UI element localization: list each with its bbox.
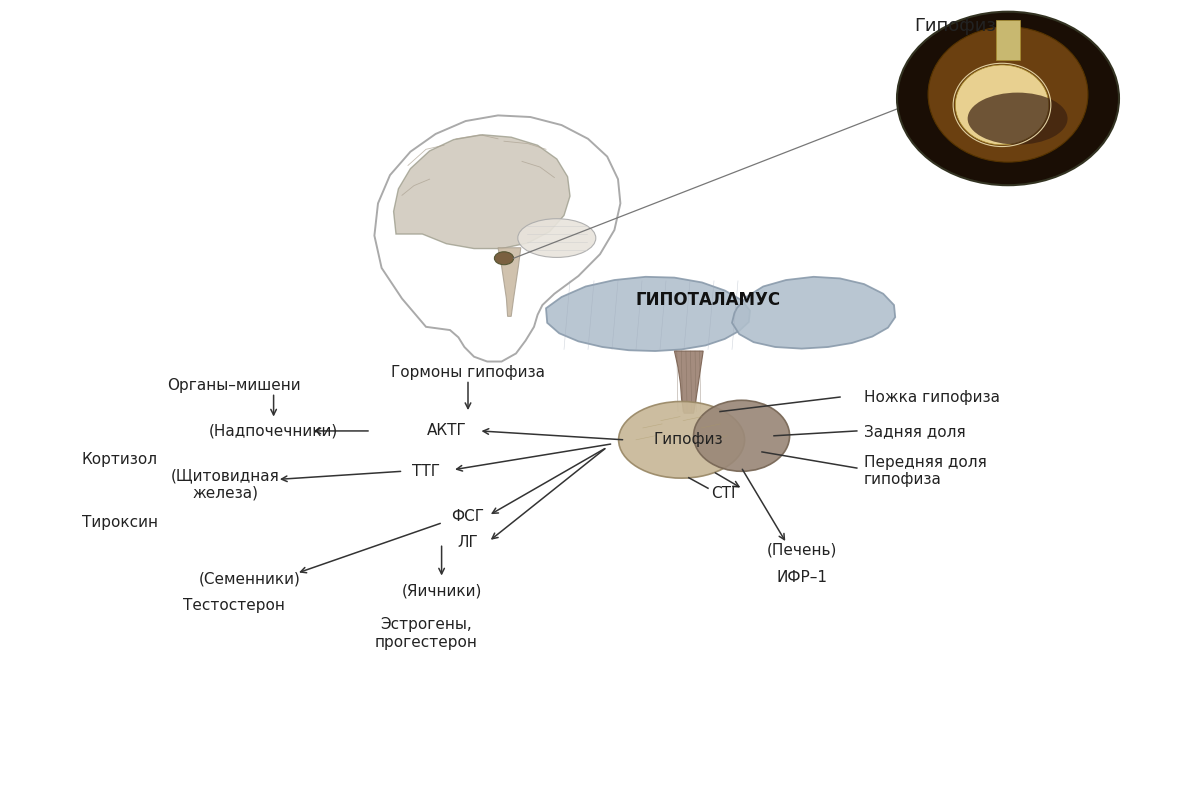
Polygon shape	[996, 20, 1020, 61]
Text: (Щитовидная
железа): (Щитовидная железа)	[172, 468, 280, 500]
Text: ИФР–1: ИФР–1	[776, 570, 827, 584]
Ellipse shape	[518, 219, 596, 257]
Ellipse shape	[619, 402, 744, 478]
Text: ТТГ: ТТГ	[412, 464, 440, 479]
Ellipse shape	[955, 65, 1049, 144]
Text: Гормоны гипофиза: Гормоны гипофиза	[391, 366, 545, 380]
Text: Гипофиз: Гипофиз	[654, 433, 724, 447]
Text: (Надпочечники): (Надпочечники)	[209, 424, 338, 438]
Text: Передняя доля
гипофиза: Передняя доля гипофиза	[864, 455, 986, 487]
Text: АКТГ: АКТГ	[426, 424, 467, 438]
Text: Органы–мишени: Органы–мишени	[167, 378, 301, 393]
Ellipse shape	[494, 252, 514, 265]
Ellipse shape	[694, 400, 790, 471]
Polygon shape	[394, 135, 570, 249]
Ellipse shape	[967, 93, 1068, 144]
Text: ЛГ: ЛГ	[457, 535, 479, 550]
Text: (Семенники): (Семенники)	[199, 572, 300, 587]
Text: (Печень): (Печень)	[767, 543, 836, 558]
Text: СТГ: СТГ	[712, 487, 740, 501]
Text: Гипофиз: Гипофиз	[914, 17, 996, 35]
Text: ФСГ: ФСГ	[451, 509, 485, 524]
Ellipse shape	[898, 11, 1120, 186]
Ellipse shape	[928, 27, 1088, 162]
Text: Задняя доля: Задняя доля	[864, 424, 966, 439]
Text: Тироксин: Тироксин	[82, 515, 157, 529]
Polygon shape	[546, 277, 750, 351]
Text: ГИПОТАЛАМУС: ГИПОТАЛАМУС	[636, 291, 780, 309]
Polygon shape	[498, 248, 521, 316]
Text: Ножка гипофиза: Ножка гипофиза	[864, 390, 1000, 404]
Text: Тестостерон: Тестостерон	[184, 598, 284, 613]
Text: Эстрогены,
прогестерон: Эстрогены, прогестерон	[374, 617, 478, 650]
Polygon shape	[732, 277, 895, 349]
Text: (Яичники): (Яичники)	[402, 583, 481, 598]
Text: Кортизол: Кортизол	[82, 453, 157, 467]
Polygon shape	[674, 351, 703, 413]
